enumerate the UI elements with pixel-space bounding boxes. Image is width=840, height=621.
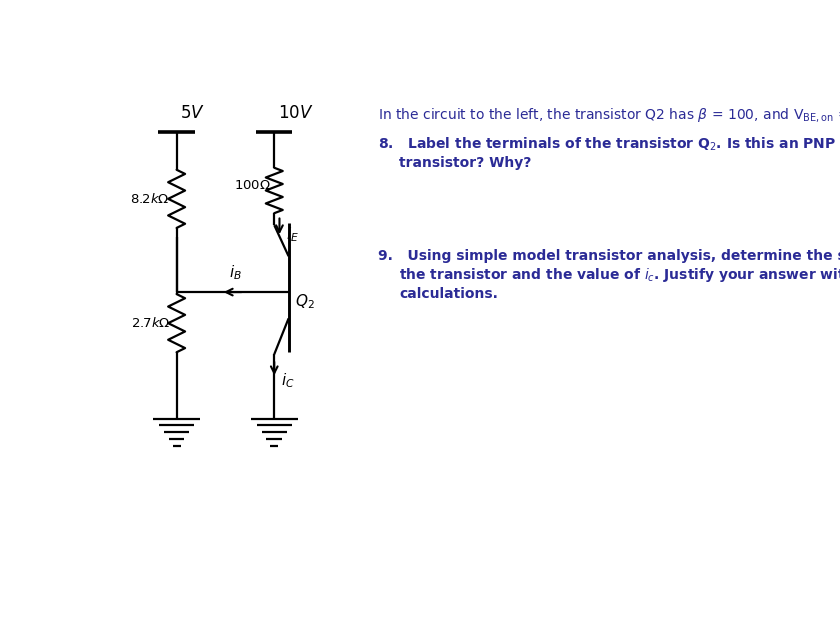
Text: $i_B$: $i_B$ [229,263,242,281]
Text: $5V$: $5V$ [180,106,205,122]
Text: $i_C$: $i_C$ [281,371,294,390]
Text: $2.7k\Omega$: $2.7k\Omega$ [131,316,171,330]
Text: $10V$: $10V$ [277,106,313,122]
Text: calculations.: calculations. [399,288,498,301]
Text: In the circuit to the left, the transistor Q2 has $\beta$ = 100, and V$_{\sf BE,: In the circuit to the left, the transist… [379,106,840,124]
Text: $100\Omega$: $100\Omega$ [234,179,271,192]
Text: transistor? Why?: transistor? Why? [399,156,532,170]
Text: the transistor and the value of $i_c$. Justify your answer with: the transistor and the value of $i_c$. J… [399,266,840,284]
Text: $i_E$: $i_E$ [286,225,299,244]
Text: $8.2k\Omega$: $8.2k\Omega$ [130,192,171,206]
Text: 8.   Label the terminals of the transistor Q$_2$. Is this an PNP or NPN: 8. Label the terminals of the transistor… [379,135,840,153]
Text: 9.   Using simple model transistor analysis, determine the state of: 9. Using simple model transistor analysi… [379,249,840,263]
Text: $Q_2$: $Q_2$ [295,292,315,311]
